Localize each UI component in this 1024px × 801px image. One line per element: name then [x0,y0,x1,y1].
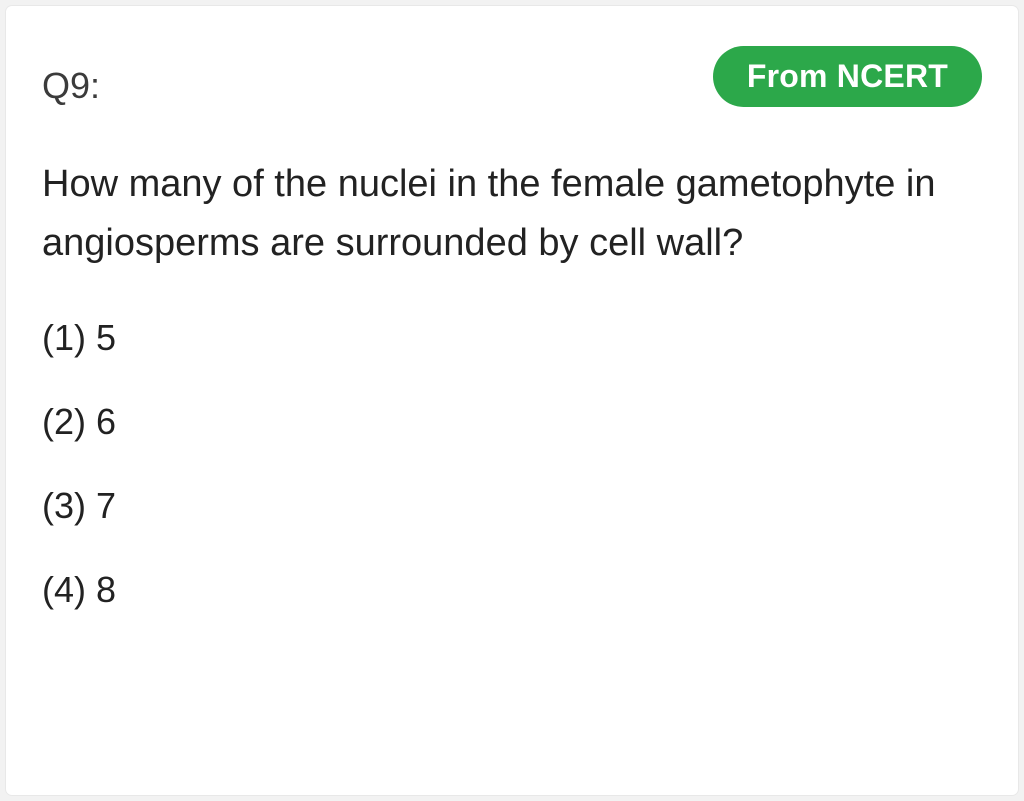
option-3[interactable]: (3) 7 [42,485,982,527]
question-header: Q9: From NCERT [42,46,982,107]
options-list: (1) 5 (2) 6 (3) 7 (4) 8 [42,317,982,611]
source-badge: From NCERT [713,46,982,107]
question-number: Q9: [42,47,100,107]
option-1[interactable]: (1) 5 [42,317,982,359]
question-text: How many of the nuclei in the female gam… [42,155,962,273]
option-2[interactable]: (2) 6 [42,401,982,443]
question-card: Q9: From NCERT How many of the nuclei in… [6,6,1018,795]
option-4[interactable]: (4) 8 [42,569,982,611]
